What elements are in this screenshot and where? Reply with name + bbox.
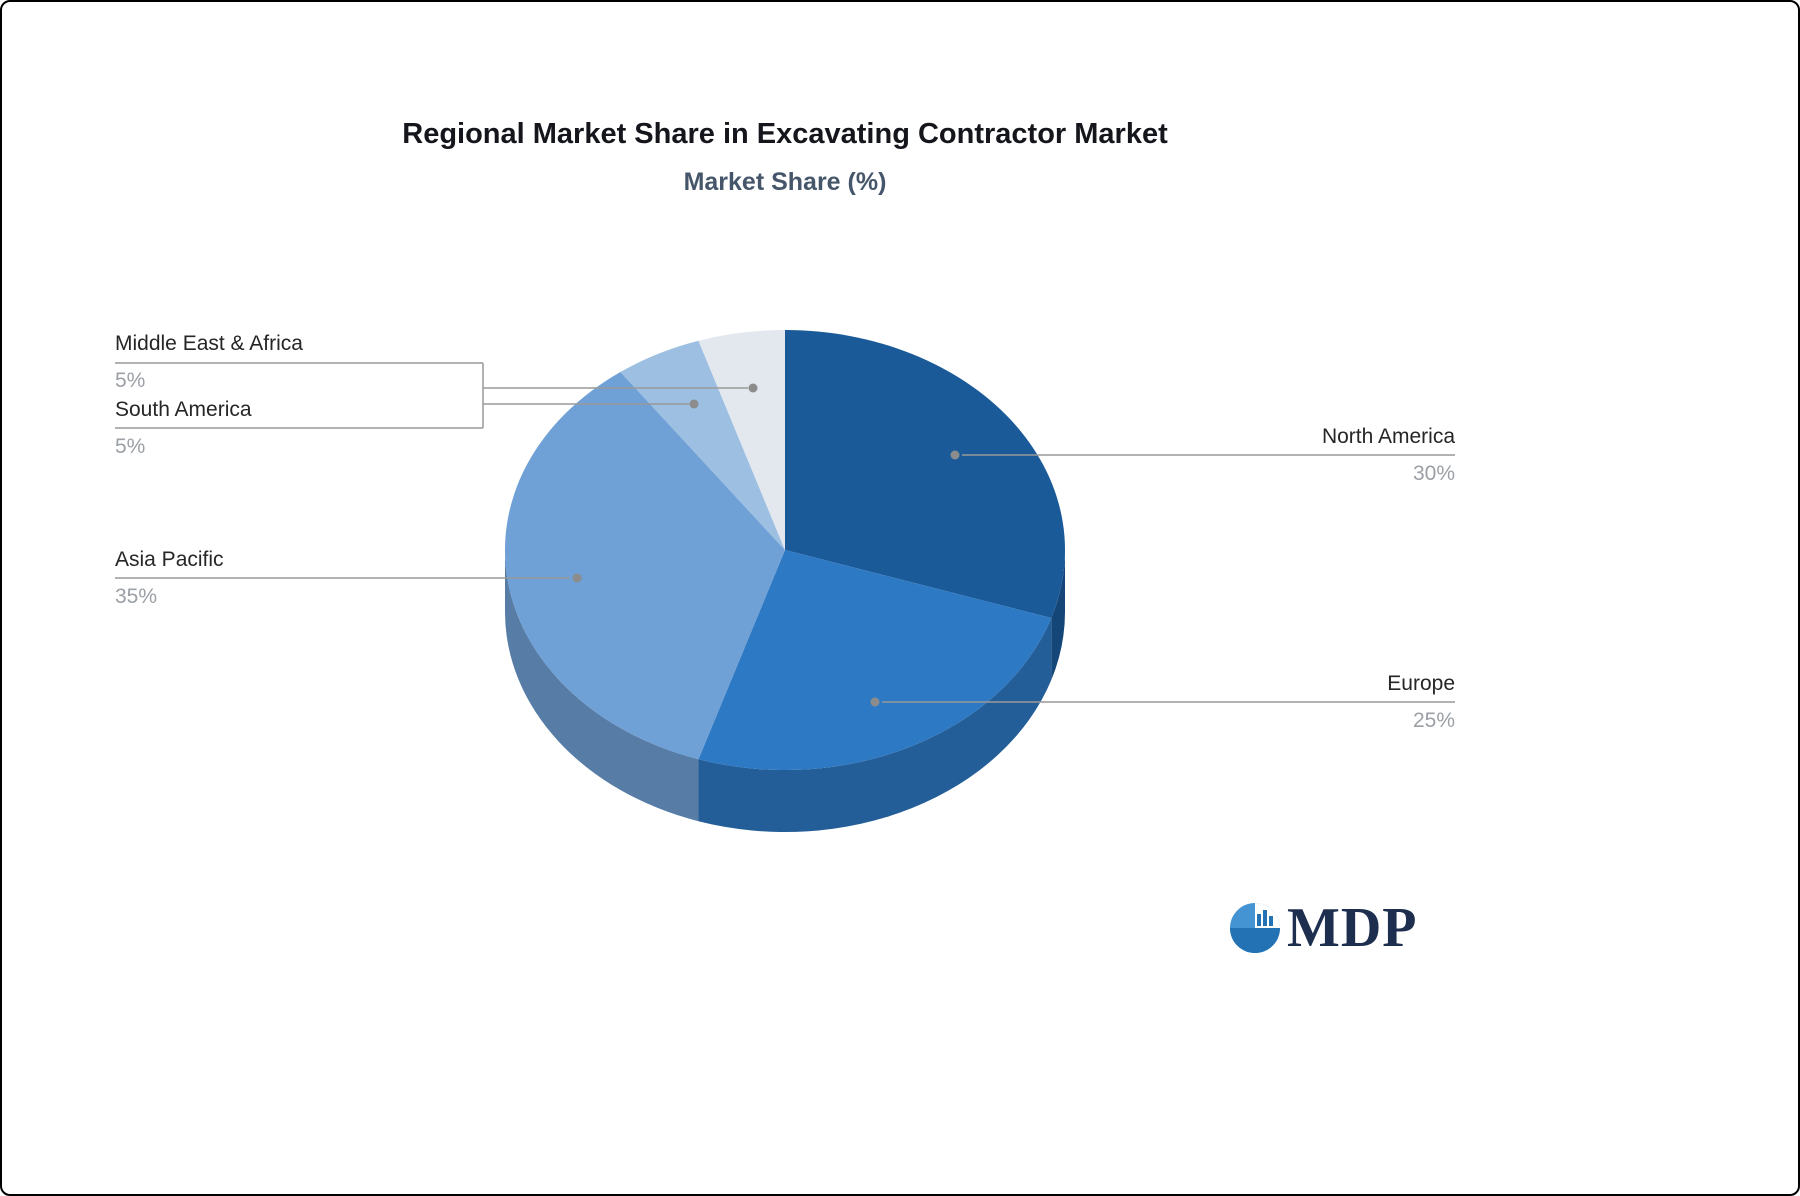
leader-dot-1 [689, 399, 699, 409]
mdp-logo-text: MDP [1287, 897, 1418, 959]
slice-value-south-america: 5% [115, 435, 146, 458]
pie-slice-side-europe [698, 617, 1052, 832]
leader-dot-4 [870, 697, 880, 707]
slice-label-north-america: North America [1321, 425, 1455, 448]
slice-value-middle-east-africa: 5% [115, 369, 146, 392]
callout-south-america: South America 5% [115, 399, 252, 458]
pie-slice-middle-east-africa [698, 330, 785, 550]
leader-dot-2 [572, 573, 582, 583]
slice-label-middle-east-africa: Middle East & Africa [115, 332, 303, 355]
slice-value-asia-pacific: 35% [115, 585, 158, 608]
leader-dot-0 [748, 383, 758, 393]
callout-middle-east-africa: Middle East & Africa 5% [115, 333, 303, 392]
pie-slice-south-america [620, 340, 785, 550]
slice-label-europe: Europe [1387, 672, 1455, 695]
callout-europe: Europe 25% [1387, 673, 1455, 732]
callout-asia-pacific: Asia Pacific 35% [115, 549, 224, 608]
chart-subtitle: Market Share (%) [683, 168, 887, 196]
pie-slice-europe [698, 550, 1052, 770]
mdp-logo-icon [1230, 903, 1280, 953]
pie-slice-side-north-america [1051, 550, 1065, 680]
chart-title: Regional Market Share in Excavating Cont… [402, 118, 1168, 150]
slice-value-europe: 25% [1412, 709, 1455, 732]
pie-slice-side-asia-pacific [505, 550, 699, 822]
slice-value-north-america: 30% [1412, 462, 1455, 485]
pie-slice-asia-pacific [505, 372, 785, 760]
mdp-logo: MDP [1230, 900, 1418, 956]
pie-slice-north-america [785, 330, 1065, 618]
slice-label-south-america: South America [115, 398, 252, 421]
slice-label-asia-pacific: Asia Pacific [115, 548, 224, 571]
callout-north-america: North America 30% [1322, 426, 1455, 485]
leader-dot-3 [950, 450, 960, 460]
